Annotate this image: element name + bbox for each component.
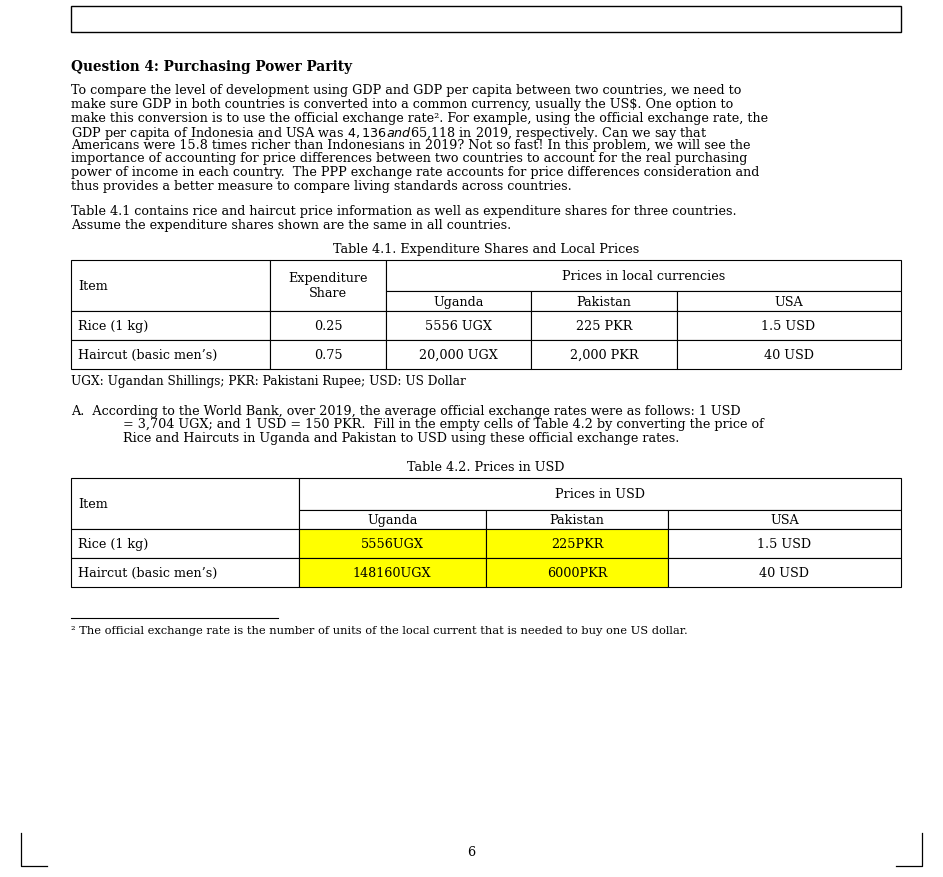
Bar bbox=[270, 340, 386, 369]
Text: Uganda: Uganda bbox=[434, 296, 484, 308]
Text: Item: Item bbox=[78, 497, 108, 510]
Text: 5556 UGX: 5556 UGX bbox=[425, 319, 492, 332]
Text: make this conversion is to use the official exchange rate². For example, using t: make this conversion is to use the offic… bbox=[71, 111, 768, 125]
Bar bbox=[669, 529, 901, 558]
Text: USA: USA bbox=[774, 296, 802, 308]
Text: Haircut (basic men’s): Haircut (basic men’s) bbox=[78, 348, 218, 361]
Bar bbox=[386, 340, 531, 369]
Text: Table 4.2. Prices in USD: Table 4.2. Prices in USD bbox=[406, 460, 565, 474]
Text: 225 PKR: 225 PKR bbox=[576, 319, 632, 332]
Bar bbox=[299, 478, 901, 510]
Bar bbox=[299, 510, 486, 529]
Text: Americans were 15.8 times richer than Indonesians in 2019? Not so fast! In this : Americans were 15.8 times richer than In… bbox=[71, 139, 751, 152]
Text: Rice and Haircuts in Uganda and Pakistan to USD using these official exchange ra: Rice and Haircuts in Uganda and Pakistan… bbox=[123, 431, 679, 445]
Text: 1.5 USD: 1.5 USD bbox=[762, 319, 816, 332]
Text: Item: Item bbox=[78, 280, 108, 292]
Text: GDP per capita of Indonesia and USA was $4,136 and $65,118 in 2019, respectively: GDP per capita of Indonesia and USA was … bbox=[71, 125, 707, 142]
Text: 0.25: 0.25 bbox=[314, 319, 342, 332]
Bar bbox=[676, 311, 901, 340]
Text: Haircut (basic men’s): Haircut (basic men’s) bbox=[78, 567, 218, 579]
Text: 148160UGX: 148160UGX bbox=[353, 567, 432, 579]
Text: UGX: Ugandan Shillings; PKR: Pakistani Rupee; USD: US Dollar: UGX: Ugandan Shillings; PKR: Pakistani R… bbox=[71, 374, 466, 388]
Bar bbox=[676, 340, 901, 369]
Text: ² The official exchange rate is the number of units of the local current that is: ² The official exchange rate is the numb… bbox=[71, 625, 687, 636]
Text: Uganda: Uganda bbox=[367, 513, 418, 526]
Text: 20,000 UGX: 20,000 UGX bbox=[420, 348, 498, 361]
Text: Table 4.1 contains rice and haircut price information as well as expenditure sha: Table 4.1 contains rice and haircut pric… bbox=[71, 205, 736, 218]
Text: Assume the expenditure shares shown are the same in all countries.: Assume the expenditure shares shown are … bbox=[71, 218, 511, 232]
Bar bbox=[669, 558, 901, 587]
Text: Question 4: Purchasing Power Parity: Question 4: Purchasing Power Parity bbox=[71, 60, 352, 74]
Text: make sure GDP in both countries is converted into a common currency, usually the: make sure GDP in both countries is conve… bbox=[71, 98, 733, 111]
Bar bbox=[270, 311, 386, 340]
Text: Rice (1 kg): Rice (1 kg) bbox=[78, 319, 149, 332]
Bar bbox=[669, 510, 901, 529]
Text: Prices in local currencies: Prices in local currencies bbox=[562, 270, 725, 282]
Text: 6000PKR: 6000PKR bbox=[547, 567, 607, 579]
Bar bbox=[299, 558, 486, 587]
Text: Table 4.1. Expenditure Shares and Local Prices: Table 4.1. Expenditure Shares and Local … bbox=[333, 243, 638, 256]
Bar bbox=[486, 510, 669, 529]
Bar bbox=[71, 529, 299, 558]
Bar bbox=[71, 260, 270, 311]
Text: thus provides a better measure to compare living standards across countries.: thus provides a better measure to compar… bbox=[71, 179, 571, 192]
Text: power of income in each country.  The PPP exchange rate accounts for price diffe: power of income in each country. The PPP… bbox=[71, 166, 759, 179]
Text: 2,000 PKR: 2,000 PKR bbox=[570, 348, 638, 361]
Bar bbox=[486, 529, 669, 558]
Text: 5556UGX: 5556UGX bbox=[361, 538, 423, 550]
Text: To compare the level of development using GDP and GDP per capita between two cou: To compare the level of development usin… bbox=[71, 84, 741, 97]
Text: 225PKR: 225PKR bbox=[551, 538, 604, 550]
Text: Pakistan: Pakistan bbox=[550, 513, 604, 526]
Text: Prices in USD: Prices in USD bbox=[554, 488, 645, 501]
Bar bbox=[531, 311, 676, 340]
Text: 40 USD: 40 USD bbox=[764, 348, 814, 361]
Text: 40 USD: 40 USD bbox=[759, 567, 809, 579]
Bar bbox=[531, 340, 676, 369]
Text: 0.75: 0.75 bbox=[314, 348, 342, 361]
Bar bbox=[71, 340, 270, 369]
Bar bbox=[299, 529, 486, 558]
Bar bbox=[270, 260, 386, 311]
Bar bbox=[386, 292, 531, 311]
Text: USA: USA bbox=[770, 513, 799, 526]
Text: 1.5 USD: 1.5 USD bbox=[757, 538, 811, 550]
Bar bbox=[71, 7, 901, 33]
Text: 6: 6 bbox=[468, 845, 475, 858]
Text: importance of accounting for price differences between two countries to account : importance of accounting for price diffe… bbox=[71, 152, 747, 165]
Bar bbox=[71, 478, 299, 529]
Text: Expenditure
Share: Expenditure Share bbox=[289, 272, 368, 300]
Bar bbox=[71, 558, 299, 587]
Bar bbox=[71, 311, 270, 340]
Bar bbox=[676, 292, 901, 311]
Bar bbox=[386, 311, 531, 340]
Text: A.  According to the World Bank, over 2019, the average official exchange rates : A. According to the World Bank, over 201… bbox=[71, 404, 740, 417]
Text: Pakistan: Pakistan bbox=[576, 296, 631, 308]
Bar bbox=[486, 558, 669, 587]
Bar bbox=[386, 260, 901, 292]
Text: = 3,704 UGX; and 1 USD = 150 PKR.  Fill in the empty cells of Table 4.2 by conve: = 3,704 UGX; and 1 USD = 150 PKR. Fill i… bbox=[123, 417, 764, 431]
Bar bbox=[531, 292, 676, 311]
Text: Rice (1 kg): Rice (1 kg) bbox=[78, 538, 149, 550]
